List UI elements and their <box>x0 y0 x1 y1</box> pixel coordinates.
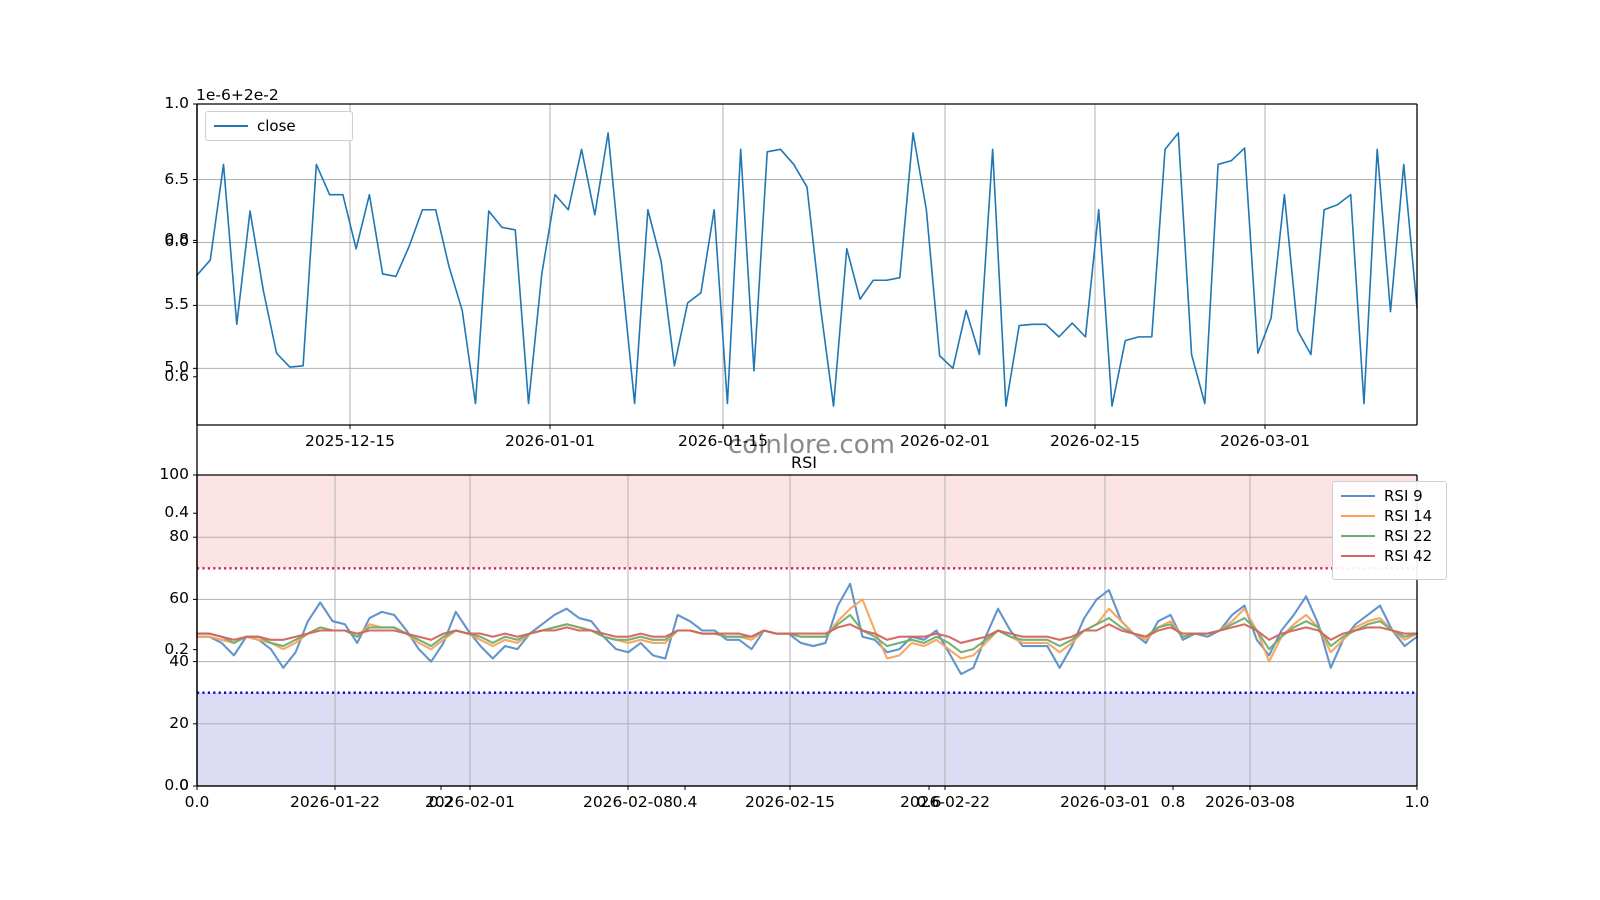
price-ytick-0: 5.0 <box>164 358 189 377</box>
watermark-coinlore: coinlore.com <box>728 430 895 460</box>
price-xtick-1: 2026-01-01 <box>504 432 596 450</box>
legend-line-rsi9 <box>1341 495 1375 497</box>
price-ytick-3: 6.5 <box>164 169 189 188</box>
legend-line-close <box>214 125 248 127</box>
legend-label-rsi14: RSI 14 <box>1384 507 1433 525</box>
price-xtick-4: 2026-02-15 <box>1049 432 1141 450</box>
price-xtick-2: 2026-01-15 <box>677 432 769 450</box>
rsi-legend[interactable]: RSI 9 RSI 14 RSI 22 RSI 42 <box>1332 481 1447 580</box>
legend-label-rsi9: RSI 9 <box>1384 487 1423 505</box>
legend-label-rsi42: RSI 42 <box>1384 547 1433 565</box>
overlay-xtick-2: 0.4 <box>672 793 698 811</box>
price-legend[interactable]: close <box>205 111 353 141</box>
overlay-xtick-1: 0.2 <box>428 793 454 811</box>
overlay-xtick-4: 0.8 <box>1160 793 1186 811</box>
overlay-xtick-3: 0.6 <box>916 793 942 811</box>
overlay-xtick-5: 1.0 <box>1404 793 1430 811</box>
price-offset-text: 1e-6+2e-2 <box>196 86 279 104</box>
overlay-ytick-0: 0.0 <box>164 776 189 794</box>
rsi-xtick-5: 2026-03-01 <box>1059 793 1151 811</box>
rsi-ytick-3: 60 <box>169 589 189 608</box>
rsi-xtick-3: 2026-02-15 <box>744 793 836 811</box>
price-ytick-2: 6.0 <box>164 232 189 251</box>
rsi-panel-title: RSI <box>791 453 817 472</box>
legend-item-rsi14[interactable]: RSI 14 <box>1333 506 1446 526</box>
price-xtick-0: 2025-12-15 <box>304 432 396 450</box>
overlay-ytick-1: 0.2 <box>164 639 189 658</box>
rsi-ytick-0: 0 <box>179 776 189 794</box>
rsi-ytick-1: 20 <box>169 713 189 732</box>
legend-item-rsi22[interactable]: RSI 22 <box>1333 526 1446 546</box>
legend-label-close: close <box>257 117 296 135</box>
rsi-xtick-0: 2026-01-22 <box>289 793 381 811</box>
overlay-ytick-3: 0.6 <box>164 366 189 385</box>
price-xtick-3: 2026-02-01 <box>899 432 991 450</box>
rsi-ytick-5: 100 <box>159 465 189 483</box>
overlay-ytick-2: 0.4 <box>164 503 189 522</box>
legend-item-rsi42[interactable]: RSI 42 <box>1333 546 1446 566</box>
rsi-xtick-6: 2026-03-08 <box>1204 793 1296 811</box>
overlay-ytick-5: 1.0 <box>164 94 189 112</box>
legend-line-rsi22 <box>1341 535 1375 537</box>
legend-item-close[interactable]: close <box>206 112 352 140</box>
legend-label-rsi22: RSI 22 <box>1384 527 1433 545</box>
rsi-xtick-1: 2026-02-01 <box>424 793 516 811</box>
price-ytick-1: 5.5 <box>164 295 189 314</box>
overlay-xtick-0: 0.0 <box>184 793 210 811</box>
rsi-xtick-2: 2026-02-08 <box>582 793 674 811</box>
rsi-xtick-4: 2026-02-22 <box>899 793 991 811</box>
legend-item-rsi9[interactable]: RSI 9 <box>1333 486 1446 506</box>
legend-line-rsi42 <box>1341 555 1375 557</box>
price-xtick-5: 2026-03-01 <box>1219 432 1311 450</box>
overlay-ytick-4: 0.8 <box>164 230 189 249</box>
legend-line-rsi14 <box>1341 515 1375 517</box>
rsi-ytick-2: 40 <box>169 651 189 670</box>
rsi-ytick-4: 80 <box>169 527 189 546</box>
